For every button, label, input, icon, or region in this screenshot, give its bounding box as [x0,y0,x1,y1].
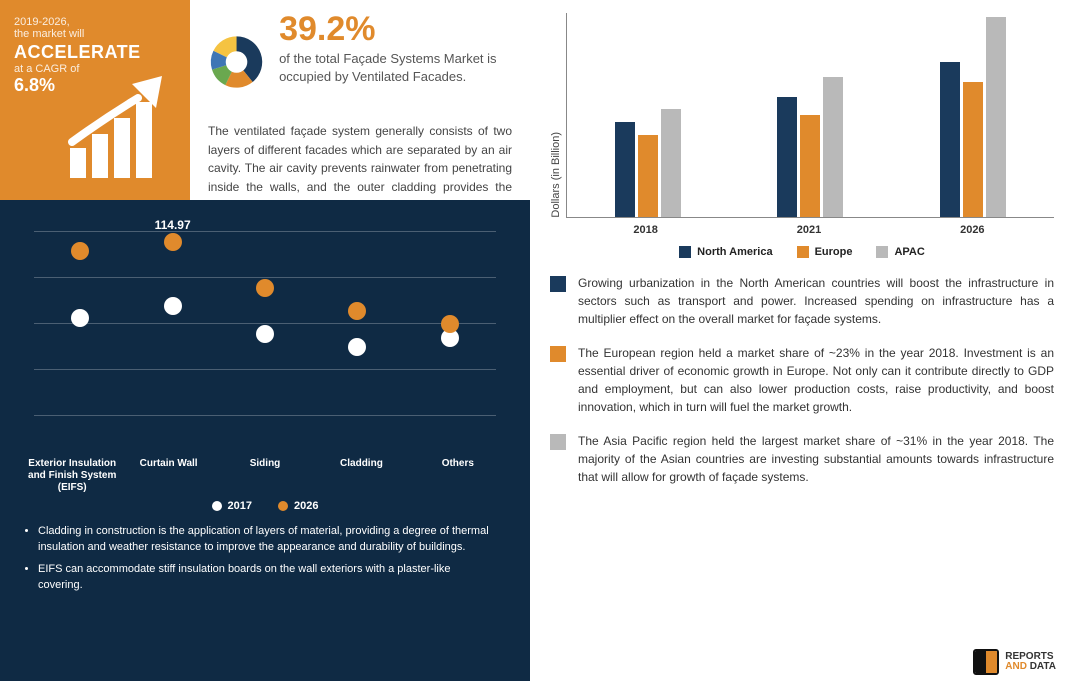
category-label: Others [410,458,506,494]
legend-swatch [679,246,691,258]
note-color-box [550,276,566,292]
category-label: Cladding [313,458,409,494]
note-color-box [550,346,566,362]
legend-item: North America [679,246,772,258]
years-range: 2019-2026, [14,16,176,28]
legend-swatch [212,501,222,511]
note-text: Growing urbanization in the North Americ… [578,274,1054,328]
growth-arrow-icon [60,68,180,188]
dot-chart-panel: 114.97 Exterior Insulation and Finish Sy… [0,200,530,681]
data-point [348,302,366,320]
logo-badge-icon [973,649,999,675]
data-point [256,325,274,343]
x-label: 2018 [633,224,657,236]
bar [963,82,983,217]
legend-swatch [876,246,888,258]
region-notes: Growing urbanization in the North Americ… [550,274,1054,486]
dot-track: 114.97 [126,214,218,444]
bar [638,135,658,217]
category-label: Curtain Wall [120,458,216,494]
data-point [164,297,182,315]
right-column: Dollars (in Billion) 81.80 201820212026 … [530,0,1080,681]
data-point [71,309,89,327]
bar-chart-area: 81.80 [566,13,1054,218]
dot-category-axis: Exterior Insulation and Finish System (E… [24,458,506,494]
logo-and: AND [1005,661,1027,672]
x-label: 2021 [797,224,821,236]
market-share-donut-chart [208,12,265,112]
bar [986,17,1006,217]
dot-track [219,214,311,444]
logo-line2-word: DATA [1030,661,1056,672]
bar [661,109,681,217]
note-text: The Asia Pacific region held the largest… [578,432,1054,486]
data-point [348,338,366,356]
region-note: Growing urbanization in the North Americ… [550,274,1054,328]
legend-swatch [797,246,809,258]
dot-track [34,214,126,444]
note-text: The European region held a market share … [578,344,1054,416]
data-point [71,242,89,260]
region-note: The Asia Pacific region held the largest… [550,432,1054,486]
headline-panel: 39.2% of the total Façade Systems Market… [190,0,530,200]
dot-legend: 2017 2026 [24,500,506,512]
dot-track [311,214,403,444]
callout-value: 114.97 [155,218,191,232]
bar [800,115,820,217]
bar-group [615,109,681,217]
legend-item: 2026 [278,500,318,512]
accelerate-word: ACCELERATE [14,42,176,63]
brand-logo: REPORTS AND DATA [973,649,1056,675]
legend-item: 2017 [212,500,252,512]
bullet-item: EIFS can accommodate stiff insulation bo… [38,562,498,594]
headline-percent: 39.2% [279,12,512,46]
bar [777,97,797,217]
bar-chart-wrap: Dollars (in Billion) 81.80 [550,8,1054,218]
data-point [441,315,459,333]
bar-x-labels: 2018 2021 2026 [564,224,1054,236]
bar-legend: North America Europe APAC [550,246,1054,258]
headline-subtext: of the total Façade Systems Market is oc… [279,50,512,85]
category-label: Siding [217,458,313,494]
category-label: Exterior Insulation and Finish System (E… [24,458,120,494]
bar-group [940,17,1006,217]
accelerate-card: 2019-2026, the market will ACCELERATE at… [0,0,190,200]
bar-y-axis-label: Dollars (in Billion) [550,132,562,218]
data-point [164,233,182,251]
note-color-box [550,434,566,450]
infographic-grid: 2019-2026, the market will ACCELERATE at… [0,0,1080,681]
x-label: 2026 [960,224,984,236]
legend-item: Europe [797,246,853,258]
region-note: The European region held a market share … [550,344,1054,416]
dot-track [404,214,496,444]
bar [823,77,843,217]
dot-bullet-list: Cladding in construction is the applicat… [24,524,506,594]
bar [615,122,635,217]
legend-swatch [278,501,288,511]
bar-group: 81.80 [777,77,843,217]
bullet-item: Cladding in construction is the applicat… [38,524,498,556]
bar [940,62,960,217]
dot-plot-area: 114.97 [24,214,506,444]
data-point [256,279,274,297]
market-will-text: the market will [14,28,176,40]
legend-item: APAC [876,246,924,258]
